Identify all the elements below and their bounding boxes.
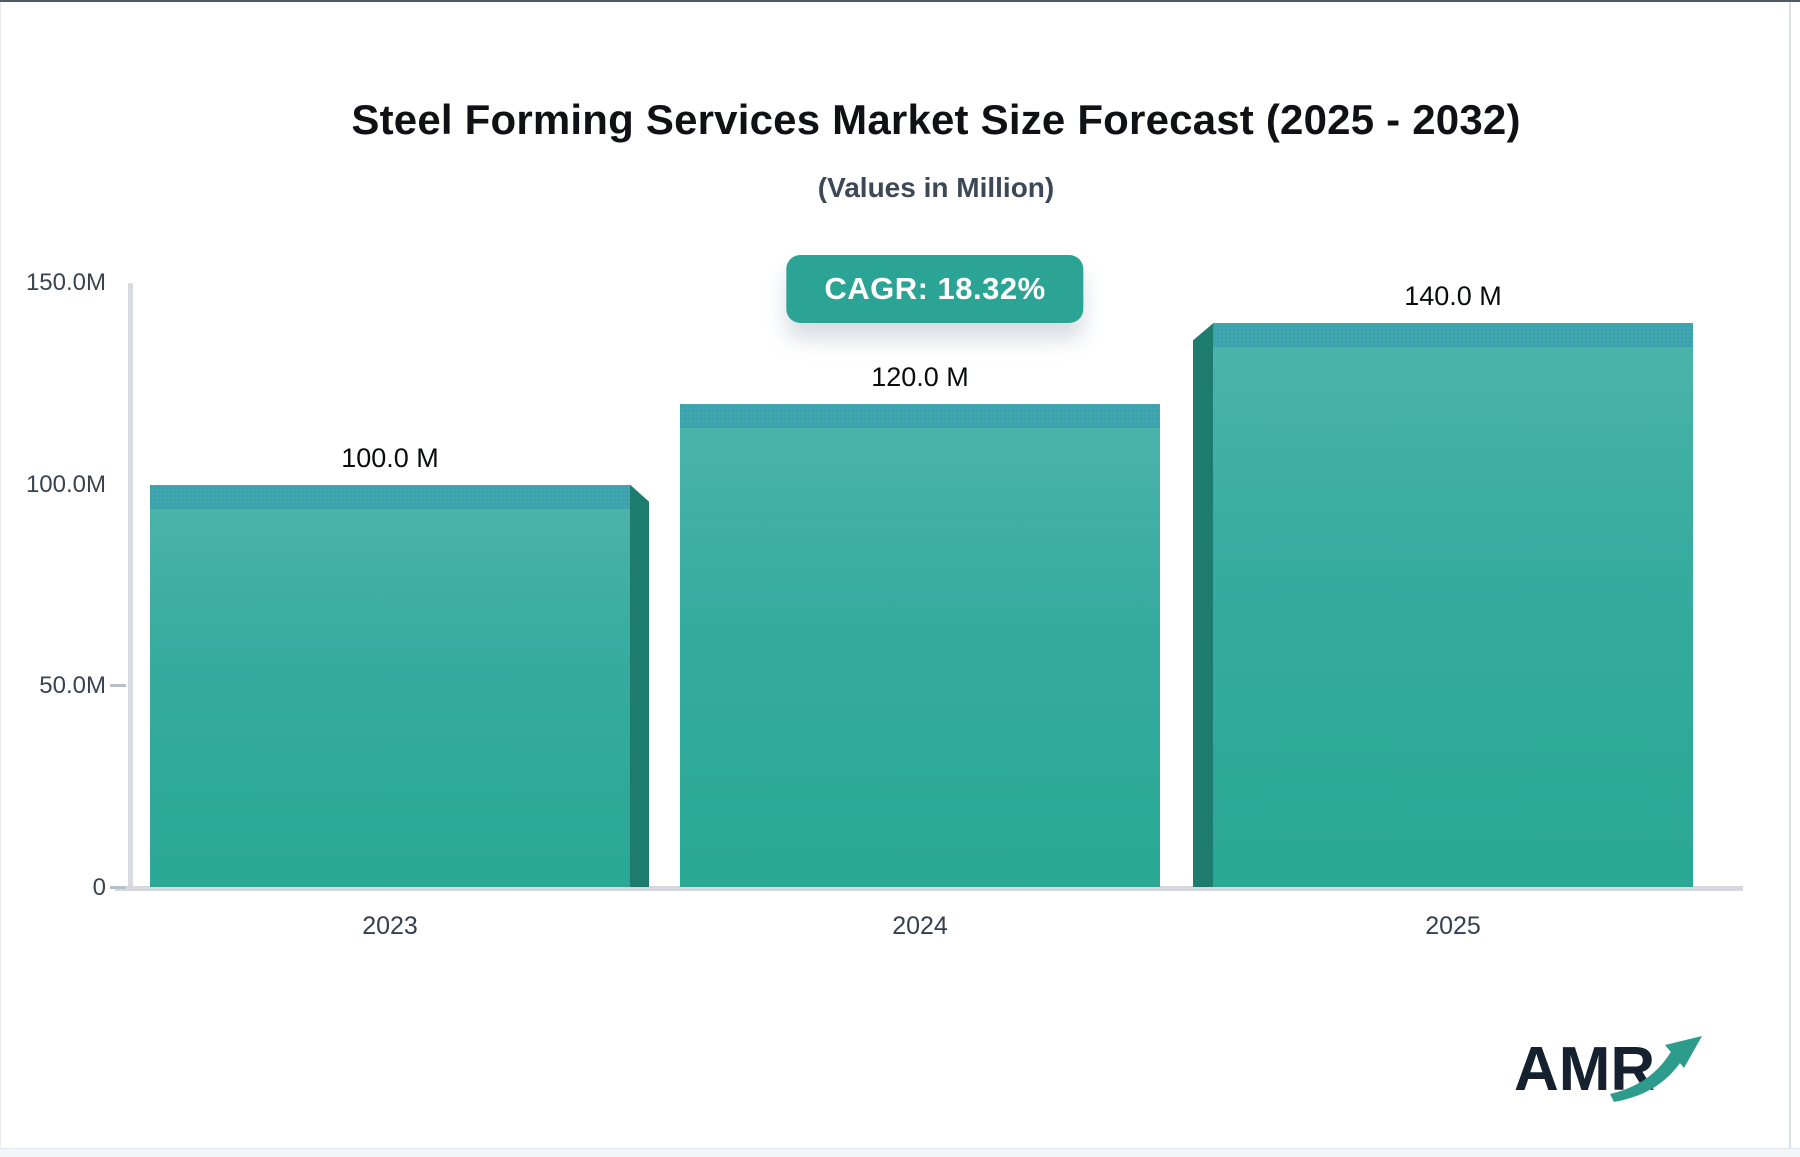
amr-logo: AMR — [1514, 1035, 1702, 1104]
bar-2023 — [150, 484, 630, 887]
window-right-edge — [1789, 2, 1791, 1156]
bar-value-label: 140.0 M — [1404, 281, 1502, 312]
y-tick-mark — [110, 886, 126, 889]
bar-2024 — [680, 404, 1160, 887]
bar-depth-side — [630, 484, 649, 887]
bar-value-label: 120.0 M — [871, 362, 969, 392]
y-tick-label: 100.0M — [25, 470, 106, 498]
x-axis-line — [115, 886, 1743, 891]
y-tick-label: 150.0M — [25, 269, 106, 296]
trending-up-arrow-icon — [1610, 1036, 1702, 1102]
cagr-badge: CAGR: 18.32% — [786, 255, 1084, 323]
chart-subtitle: (Values in Million) — [817, 172, 1055, 203]
x-tick-label: 2025 — [1425, 912, 1481, 940]
bar-depth-side — [1193, 323, 1213, 887]
chart-title: Steel Forming Services Market Size Forec… — [351, 96, 1521, 143]
bar-top-band — [1213, 323, 1693, 348]
bar-2025 — [1213, 323, 1693, 887]
bar-value-label: 100.0 M — [341, 442, 439, 473]
y-tick-label: 0 — [92, 874, 106, 901]
x-tick-label: 2024 — [892, 912, 948, 940]
window-top-edge — [0, 0, 1800, 2]
bar-top-band — [150, 484, 630, 509]
x-tick-label: 2023 — [362, 912, 418, 940]
window-bottom-edge — [0, 1148, 1800, 1157]
y-axis-line — [128, 283, 133, 890]
y-tick-mark — [110, 684, 126, 688]
y-tick-label: 50.0M — [39, 672, 106, 700]
bar-top-band — [680, 404, 1160, 428]
window-left-edge — [0, 2, 1, 1156]
